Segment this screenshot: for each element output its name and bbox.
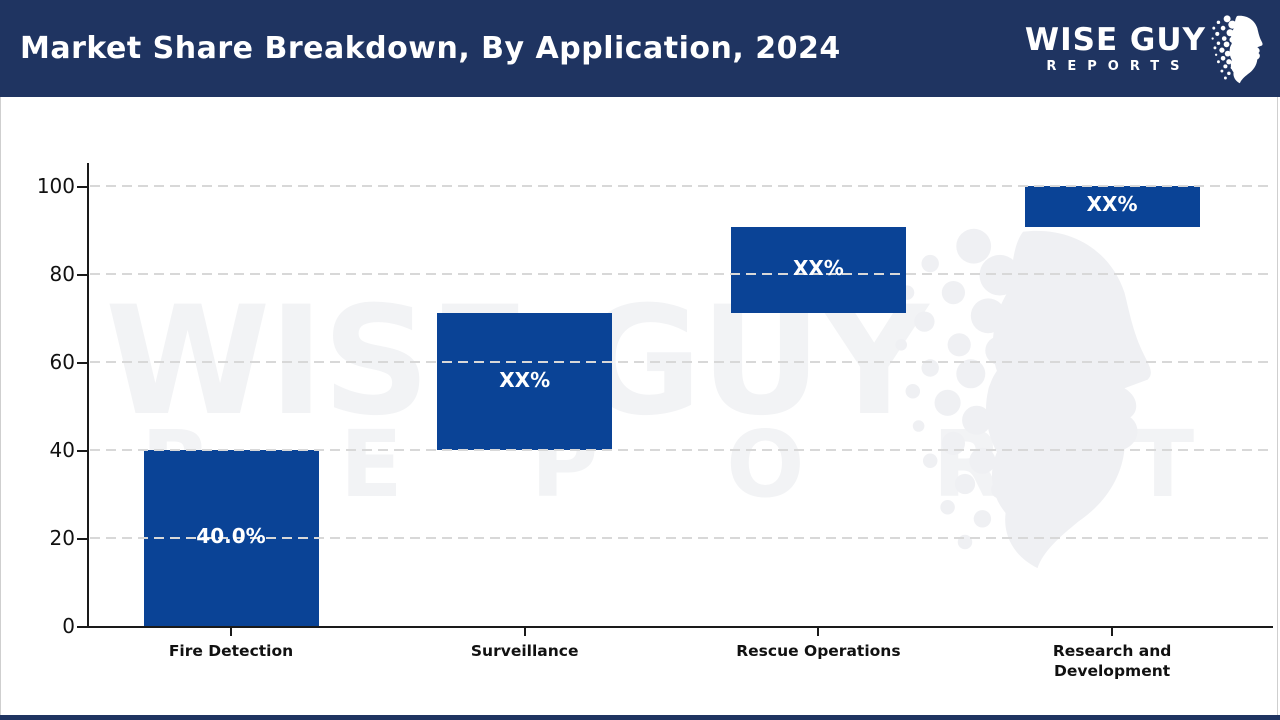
y-tick-label: 40 bbox=[49, 437, 75, 462]
y-tick-label: 20 bbox=[49, 525, 75, 550]
gridline bbox=[90, 360, 1271, 363]
y-axis-line bbox=[87, 163, 89, 628]
bar-value-label: XX% bbox=[499, 367, 551, 392]
bar bbox=[730, 227, 906, 314]
x-tick-mark bbox=[1111, 628, 1114, 636]
brand-logo-text: WISE GUY REPORTS bbox=[1024, 21, 1206, 74]
plot: 0 20 40 60 80 100 40.0% Fire Detection XX% Survei… bbox=[1, 97, 1277, 715]
x-tick-label: Fire Detection bbox=[168, 642, 294, 660]
footer-bar bbox=[0, 715, 1280, 720]
bar-value-label: XX% bbox=[792, 256, 844, 281]
y-tick-mark bbox=[77, 361, 87, 364]
bar bbox=[437, 313, 613, 450]
brand-logo: WISE GUY REPORTS bbox=[1025, 8, 1266, 90]
gridline bbox=[90, 272, 1271, 275]
header-bar: Market Share Breakdown, By Application, … bbox=[0, 0, 1280, 97]
x-tick-mark bbox=[523, 628, 526, 636]
y-tick-label: 60 bbox=[49, 349, 75, 374]
x-tick-label: Surveillance bbox=[470, 642, 579, 660]
y-tick-mark bbox=[77, 449, 87, 452]
bar-value-label: XX% bbox=[1086, 192, 1138, 217]
y-tick-label: 0 bbox=[62, 614, 75, 638]
page-title: Market Share Breakdown, By Application, … bbox=[20, 31, 841, 66]
logo-subtext: REPORTS bbox=[1046, 58, 1191, 74]
chart-area: WISE GUY R E P O R T S 02040608010040.0%… bbox=[0, 97, 1278, 715]
gridline bbox=[90, 536, 1271, 539]
x-tick-mark bbox=[230, 628, 232, 636]
x-tick-label: Rescue Operations bbox=[736, 642, 901, 660]
gridline bbox=[90, 448, 1271, 451]
bar bbox=[1024, 185, 1200, 228]
y-tick-mark bbox=[77, 537, 87, 540]
y-tick-label: 80 bbox=[49, 261, 75, 286]
face-dots-icon bbox=[1208, 8, 1266, 90]
x-axis-line bbox=[87, 626, 1273, 628]
bar-value-label: 40.0% bbox=[196, 523, 266, 548]
y-tick-mark bbox=[77, 185, 87, 188]
logo-wordmark: WISE GUY bbox=[1024, 21, 1206, 58]
y-tick-mark bbox=[77, 273, 87, 276]
x-tick-label: Research and Development bbox=[1052, 642, 1172, 681]
y-tick-mark bbox=[77, 626, 87, 628]
gridline bbox=[90, 184, 1271, 187]
x-tick-mark bbox=[817, 628, 820, 636]
y-tick-label: 100 bbox=[36, 173, 75, 198]
